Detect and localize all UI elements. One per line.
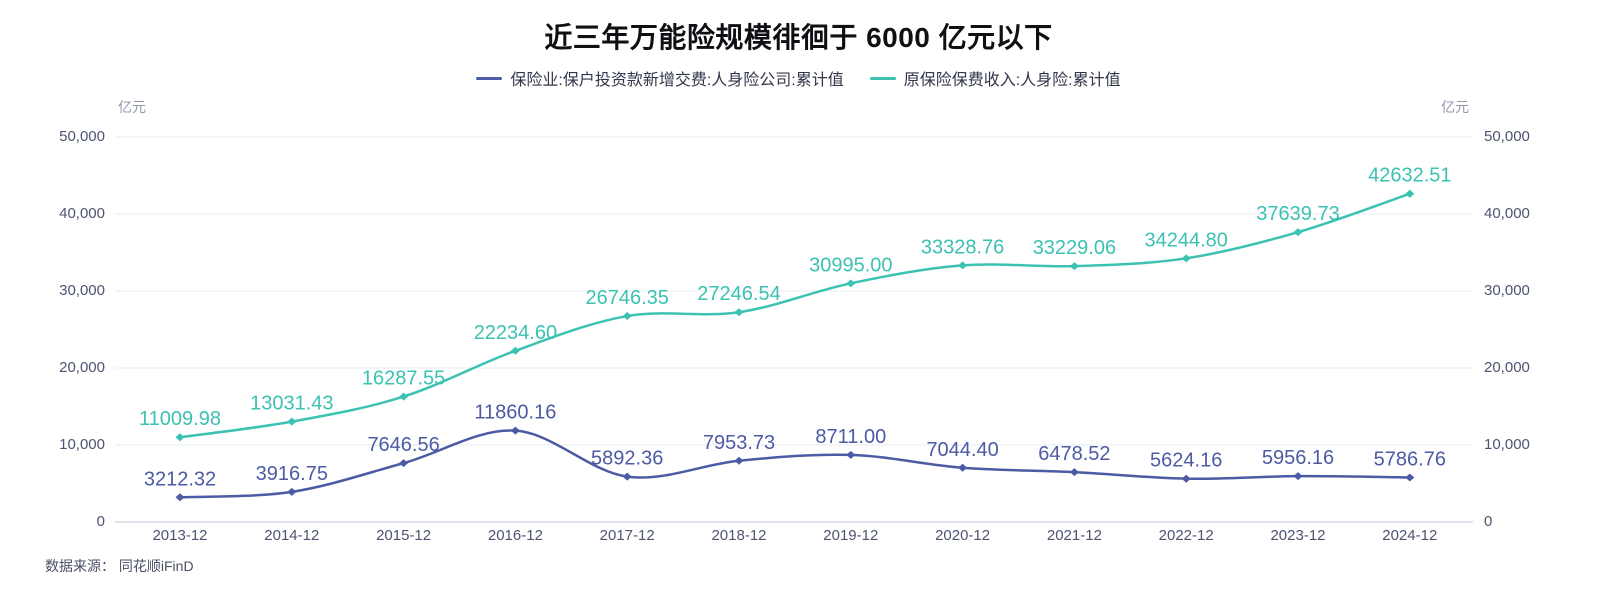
data-point-marker[interactable] [1405,473,1415,482]
data-point-label: 42632.51 [1368,165,1451,187]
x-tick-label: 2019-12 [823,527,878,544]
legend-item-investment[interactable]: 保险业:保户投资款新增交费:人身险公司:累计值 [476,66,844,90]
x-tick-label: 2016-12 [488,527,543,544]
data-point-marker[interactable] [175,433,185,442]
data-point-marker[interactable] [1181,474,1191,483]
x-tick-label: 2022-12 [1159,527,1214,544]
legend-label-premium: 原保险保费收入:人身险:累计值 [903,72,1121,89]
data-point-marker[interactable] [734,456,744,465]
data-point-label: 33229.06 [1033,237,1116,259]
data-point-marker[interactable] [846,279,856,288]
data-point-label: 34244.80 [1144,229,1227,251]
data-point-label: 7646.56 [367,434,439,456]
y-tick-label-left: 50,000 [59,128,105,145]
legend-line-swatch-navy-icon [476,76,503,80]
data-point-marker[interactable] [287,487,297,496]
data-point-label: 5956.16 [1262,447,1334,469]
legend: 保险业:保户投资款新增交费:人身险公司:累计值 原保险保费收入:人身险:累计值 [0,66,1597,90]
data-point-label: 3212.32 [144,468,216,490]
data-point-label: 7044.40 [926,439,998,461]
data-point-marker[interactable] [1181,254,1191,263]
x-tick-label: 2020-12 [935,527,990,544]
data-point-label: 22234.60 [474,322,557,344]
y-tick-label-left: 40,000 [59,205,105,222]
x-tick-label: 2018-12 [711,527,766,544]
data-point-marker[interactable] [510,346,520,355]
data-point-marker[interactable] [175,493,185,502]
data-point-marker[interactable] [1069,468,1079,477]
y-tick-label-right: 50,000 [1484,128,1530,145]
data-point-marker[interactable] [1293,472,1303,481]
y-tick-label-left: 30,000 [59,282,105,299]
legend-line-swatch-teal-icon [869,76,896,80]
data-point-label: 30995.00 [809,254,892,276]
y-tick-label-right: 40,000 [1484,205,1530,222]
data-point-label: 3916.75 [256,463,328,485]
data-point-marker[interactable] [1293,228,1303,237]
data-point-label: 8711.00 [815,426,886,448]
legend-item-premium[interactable]: 原保险保费收入:人身险:累计值 [869,66,1121,90]
data-point-marker[interactable] [734,308,744,317]
data-point-label: 11009.98 [139,408,221,430]
data-point-label: 33328.76 [921,236,1004,258]
x-tick-label: 2024-12 [1382,527,1437,544]
x-tick-label: 2023-12 [1270,527,1325,544]
data-point-label: 11860.16 [474,402,556,424]
data-point-marker[interactable] [958,463,968,472]
data-point-label: 37639.73 [1256,203,1339,225]
y-tick-label-right: 0 [1484,513,1492,530]
data-point-marker[interactable] [622,472,632,481]
x-tick-label: 2014-12 [264,527,319,544]
data-point-label: 5624.16 [1150,450,1222,472]
x-tick-label: 2017-12 [600,527,655,544]
y-axis-unit-left: 亿元 [118,99,146,115]
data-point-marker[interactable] [1405,189,1415,198]
y-tick-label-right: 30,000 [1484,282,1530,299]
page-title: 近三年万能险规模徘徊于 6000 亿元以下 [544,22,1053,53]
data-point-label: 13031.43 [250,393,333,415]
y-tick-label-right: 10,000 [1484,436,1530,453]
data-point-marker[interactable] [510,426,520,435]
series-line-1[interactable] [179,192,1411,439]
x-tick-label: 2015-12 [376,527,431,544]
data-point-marker[interactable] [846,450,856,459]
data-point-marker[interactable] [958,261,968,270]
data-point-label: 5786.76 [1374,448,1446,470]
data-point-label: 26746.35 [585,287,668,309]
data-source: 数据来源： 同花顺iFinD [45,558,194,574]
y-tick-label-right: 20,000 [1484,359,1530,376]
data-point-label: 7953.73 [703,432,775,454]
data-point-label: 27246.54 [697,283,780,305]
x-tick-label: 2013-12 [152,527,207,544]
data-point-label: 6478.52 [1038,443,1110,465]
data-point-label: 5892.36 [591,448,663,470]
data-point-marker[interactable] [287,417,297,426]
y-tick-label-left: 20,000 [59,359,105,376]
y-tick-label-left: 10,000 [59,436,105,453]
series-line-0[interactable] [179,429,1410,499]
y-tick-label-left: 0 [97,513,105,530]
data-point-marker[interactable] [1069,262,1079,271]
data-point-marker[interactable] [399,459,409,468]
y-axis-unit-right: 亿元 [1441,99,1469,115]
data-point-marker[interactable] [622,312,632,321]
x-tick-label: 2021-12 [1047,527,1102,544]
data-point-marker[interactable] [399,392,409,401]
data-point-label: 16287.55 [362,368,445,390]
legend-label-investment: 保险业:保户投资款新增交费:人身险公司:累计值 [510,72,844,89]
